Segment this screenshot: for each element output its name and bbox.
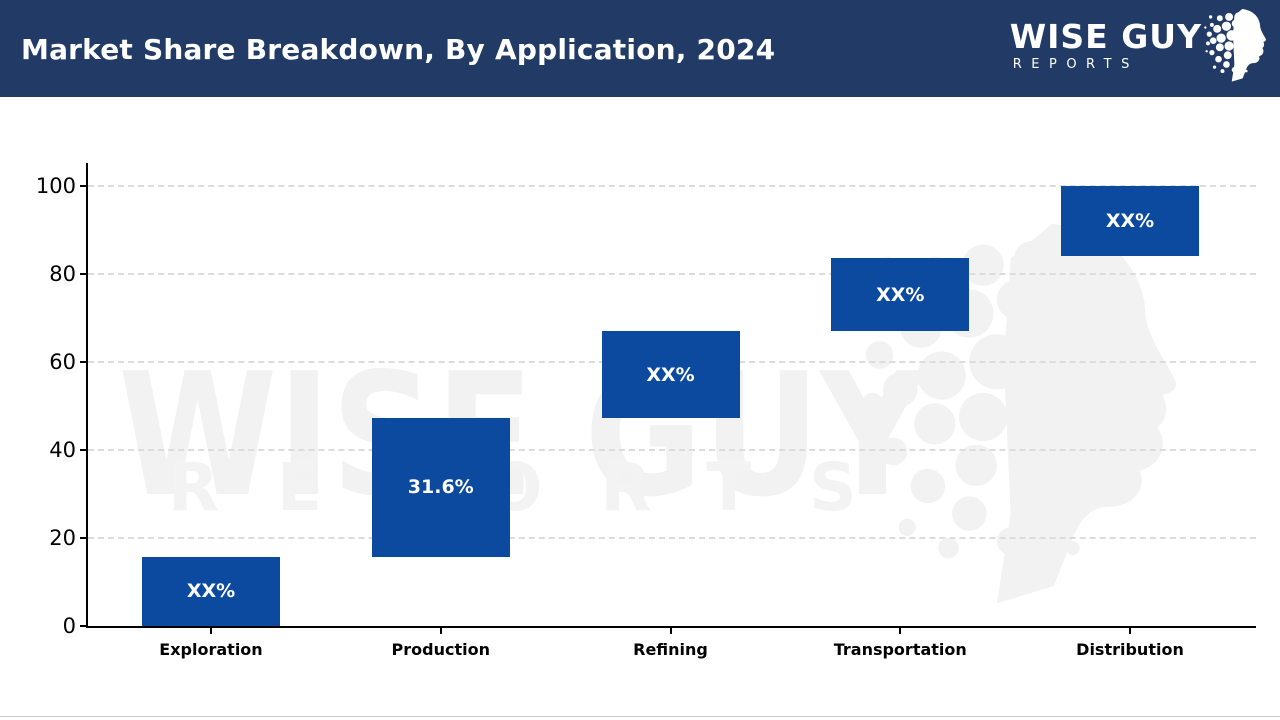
bar-value-label: 31.6% [407,476,474,499]
brand-subtitle: REPORTS [1012,57,1139,73]
y-axis-spine [86,163,88,628]
x-tick-refining [669,626,672,634]
brand-logo: WISE GUY REPORTS [1010,6,1270,86]
x-label-exploration: Exploration [159,640,263,659]
y-tick-100 [80,185,88,187]
y-tick-label-80: 80 [49,262,76,286]
x-tick-production [439,626,442,634]
y-tick-0 [80,625,88,627]
gridline-y80 [88,273,1256,275]
bottom-divider [0,716,1280,717]
y-tick-label-60: 60 [49,350,76,374]
brand-name: WISE GUY [1009,16,1202,56]
watermark-reports-text: REPORTS [168,449,915,526]
brand-head-icon [1204,9,1266,82]
x-axis-spine [86,626,1256,628]
bar-value-label: XX% [876,283,925,306]
bar-value-label: XX% [646,363,695,386]
x-tick-exploration [210,626,212,634]
bar-production: 31.6% [371,417,510,557]
x-label-refining: Refining [633,640,708,659]
y-tick-label-0: 0 [62,614,76,638]
bar-value-label: XX% [1105,209,1155,232]
x-label-transportation: Transportation [833,640,967,659]
y-tick-label-100: 100 [35,174,76,198]
x-tick-transportation [899,626,902,634]
bar-transportation: XX% [831,258,970,332]
watermark-wiseguy-text: WISE GUY [118,337,925,535]
chart-title: Market Share Breakdown, By Application, … [21,33,776,66]
gridline-y20 [88,537,1256,539]
x-label-production: Production [391,640,490,659]
plot-area: WISE GUY REPORTS 0 20 40 60 80 100 XX% Explorat… [0,97,1280,717]
y-tick-80 [80,273,88,275]
gridline-y40 [88,449,1256,451]
x-label-distribution: Distribution [1076,640,1184,659]
gridline-y100 [88,185,1256,187]
bar-exploration: XX% [142,556,280,626]
bar-refining: XX% [601,331,740,418]
brand-logo-text: WISE GUY REPORTS [1009,16,1202,73]
y-tick-60 [80,361,88,363]
header-bar: Market Share Breakdown, By Application, … [0,0,1280,97]
y-tick-40 [80,449,88,451]
y-tick-label-20: 20 [49,526,76,550]
watermark-head-icon [852,223,1176,604]
bar-value-label: XX% [186,580,236,603]
y-tick-20 [80,537,88,539]
bar-distribution: XX% [1061,186,1199,256]
x-tick-distribution [1129,626,1131,634]
y-tick-label-40: 40 [49,438,76,462]
